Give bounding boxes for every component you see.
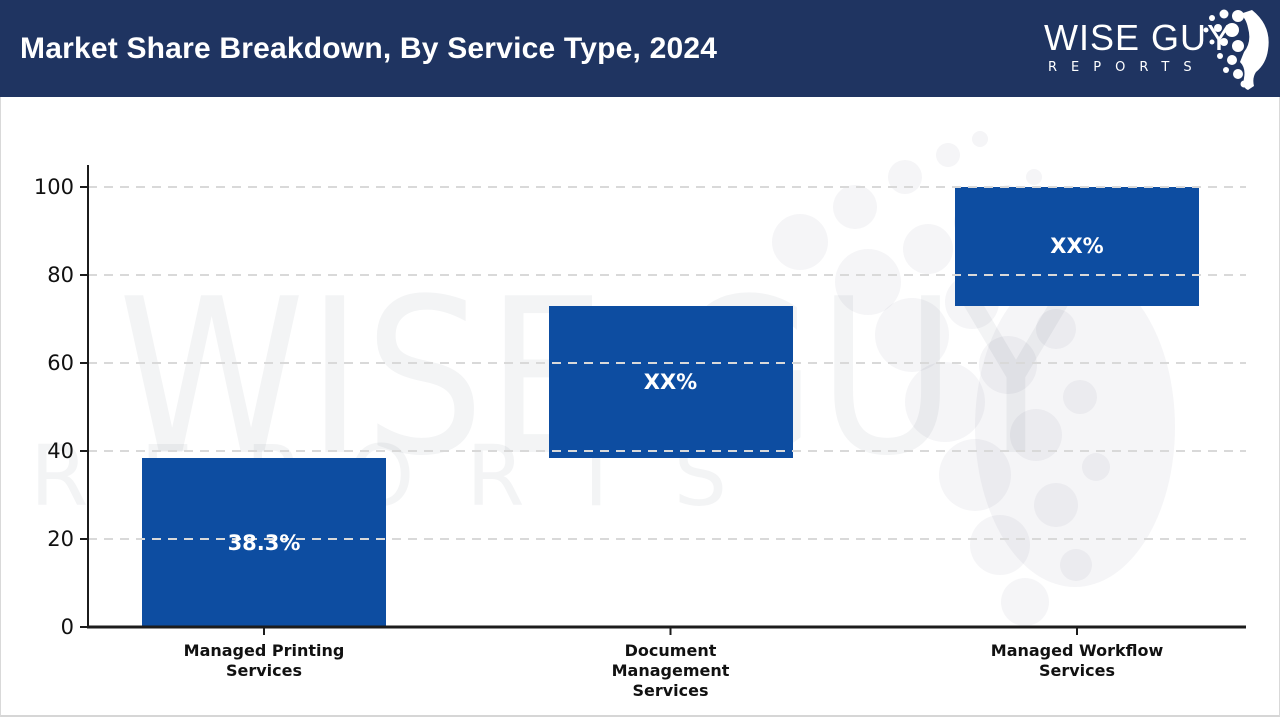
bar-3 [955,187,1199,306]
logo-wordmark: WISE GUY [1044,17,1233,58]
watermark-wordmark: WISE GUY [118,252,1076,503]
category-label-1: Managed Printing Services [183,641,345,680]
bar-1 [142,458,386,627]
watermark: WISE GUY REPORTS [0,97,1280,717]
y-tick-label-100: 100 [33,175,74,199]
chart-panel-frame [0,97,1280,717]
bar-2 [548,305,793,459]
bar-value-label-3: XX% [1050,234,1104,259]
y-tick-label-0: 0 [60,615,74,639]
y-tick-label-80: 80 [47,263,74,287]
y-tick-label-60: 60 [47,351,74,375]
header: Market Share Breakdown, By Service Type,… [0,0,1280,97]
watermark-head-icon [772,131,1175,626]
y-tick-label-20: 20 [47,527,74,551]
bar-value-label-2: XX% [643,370,698,395]
y-tick-label-40: 40 [47,439,74,463]
logo: WISE GUY REPORTS [1016,6,1269,92]
bar-value-label-1: 38.3% [227,530,301,555]
watermark-subtext: REPORTS [30,427,780,525]
category-label-2: Document Management Services [611,641,730,700]
logo-subtext: REPORTS [1048,60,1206,75]
page-title: Market Share Breakdown, By Service Type,… [20,31,718,65]
dotted-head-profile-icon [1203,9,1269,90]
logo-text: WISE GUY REPORTS [1044,17,1233,76]
category-label-3: Managed Workflow Services [990,641,1164,680]
